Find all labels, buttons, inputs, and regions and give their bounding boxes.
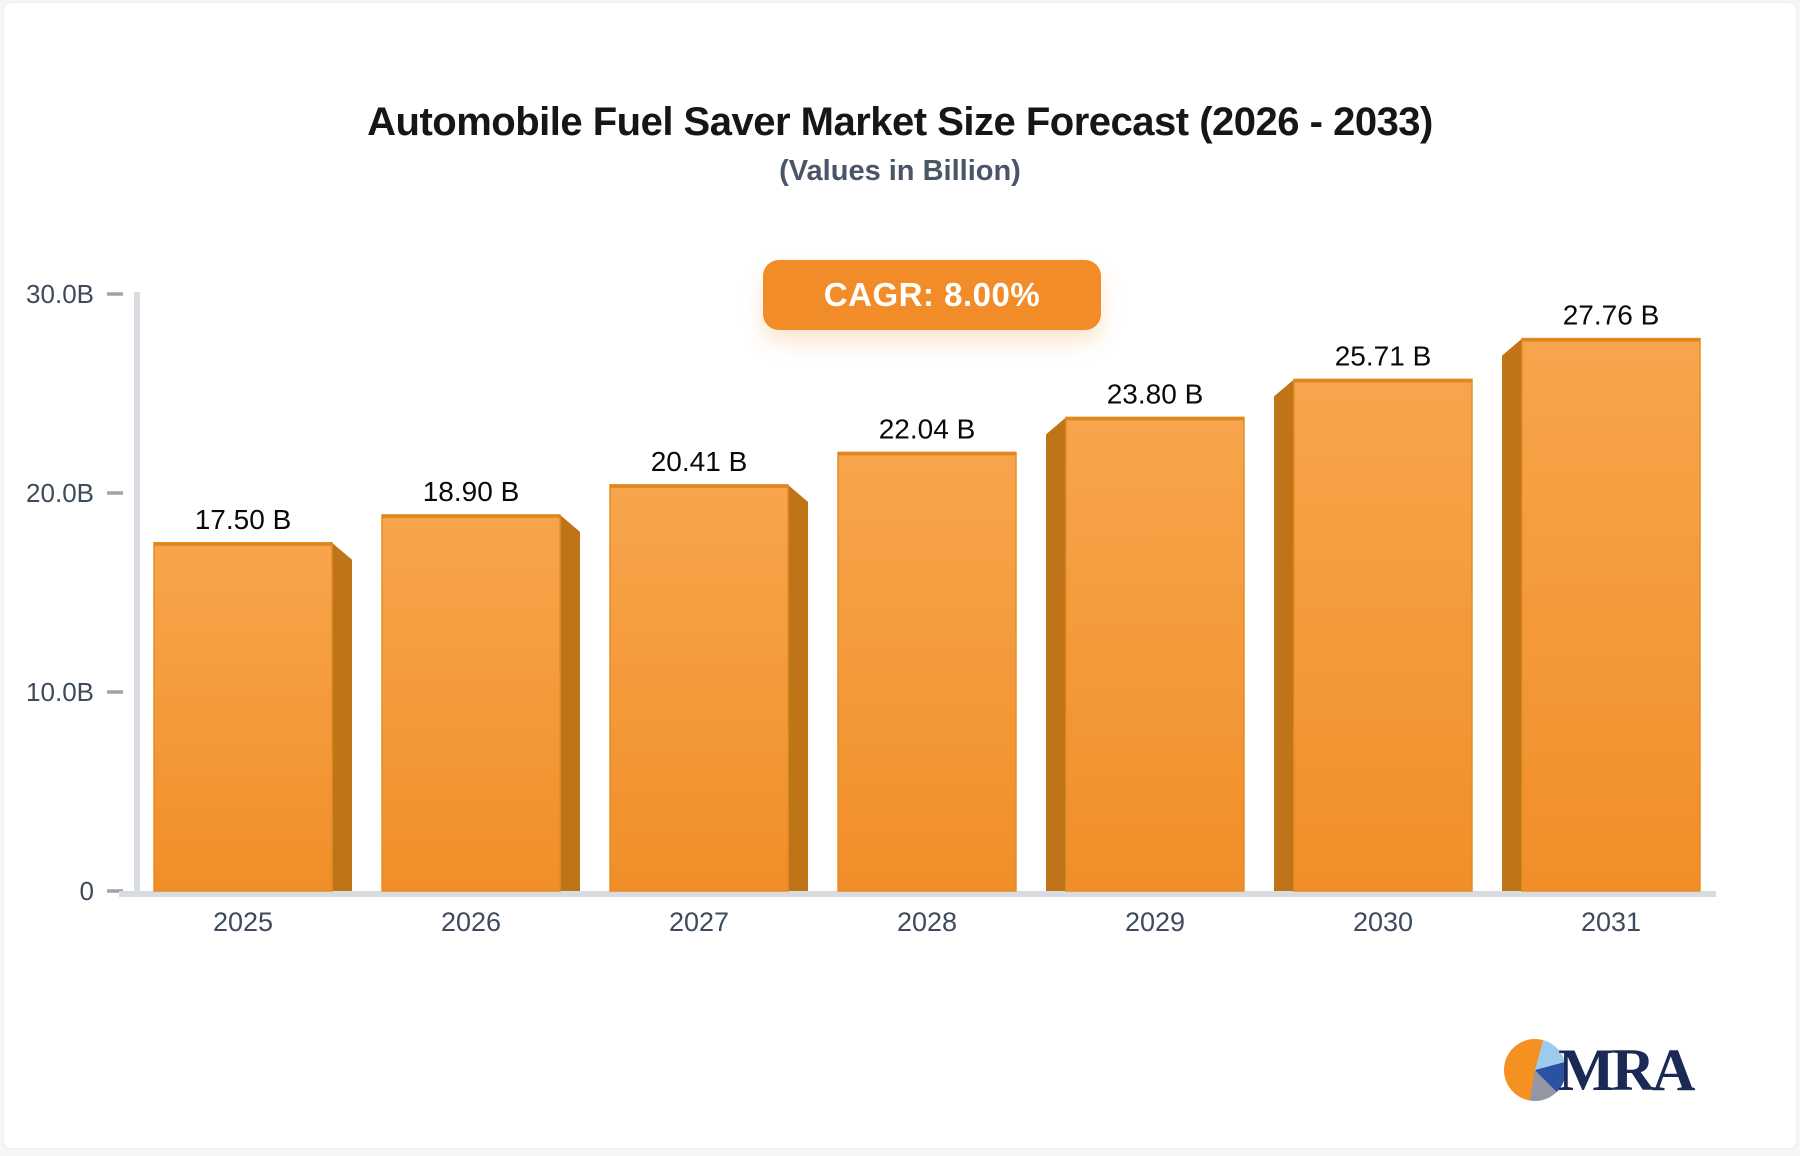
y-axis-label: 30.0B [26, 279, 94, 309]
bar-value-label: 20.41 B [651, 446, 748, 477]
chart-card: Automobile Fuel Saver Market Size Foreca… [3, 2, 1797, 1149]
x-axis-label: 2025 [213, 907, 273, 937]
bar-side-face [332, 542, 352, 891]
bar-2026: 18.90 B 2026 [381, 476, 580, 937]
bar-front-face [153, 542, 333, 892]
bar-chart: 0 10.0B 20.0B 30.0B 17.50 B 2025 18.90 B 2026 20… [26, 279, 1716, 937]
bar-2025: 17.50 B 2025 [153, 504, 352, 937]
y-axis-label: 10.0B [26, 677, 94, 707]
bar-front-face [609, 484, 789, 892]
bar-side-face [560, 514, 580, 891]
x-axis-label: 2028 [897, 907, 957, 937]
bar-value-label: 18.90 B [423, 476, 520, 507]
x-axis-label: 2027 [669, 907, 729, 937]
bar-value-label: 23.80 B [1107, 378, 1204, 409]
pie-chart-logo-icon [1504, 1039, 1566, 1101]
bar-value-label: 25.71 B [1335, 340, 1432, 371]
bar-front-face [1521, 337, 1701, 892]
x-axis-label: 2029 [1125, 907, 1185, 937]
logo-text: MRA [1558, 1037, 1695, 1103]
x-axis-label: 2026 [441, 907, 501, 937]
bar-value-label: 27.76 B [1563, 300, 1660, 331]
x-axis-label: 2031 [1581, 907, 1641, 937]
bar-2027: 20.41 B 2027 [609, 446, 808, 937]
bar-side-face [788, 484, 808, 891]
y-axis-label: 20.0B [26, 478, 94, 508]
bar-side-face [1274, 379, 1294, 891]
cagr-badge: CAGR: 8.00% [763, 260, 1101, 330]
bar-2031: 27.76 B 2031 [1502, 300, 1701, 937]
bar-front-face [1293, 378, 1473, 892]
cagr-badge-label: CAGR: 8.00% [823, 276, 1041, 313]
bar-2028: 22.04 B 2028 [837, 413, 1017, 937]
bar-value-label: 22.04 B [879, 413, 976, 444]
y-axis-label: 0 [80, 876, 94, 906]
bar-side-face [1502, 338, 1522, 891]
bar-front-face [837, 451, 1017, 892]
x-axis-label: 2030 [1353, 907, 1413, 937]
bar-side-face [1046, 417, 1066, 891]
bar-2030: 25.71 B 2030 [1274, 340, 1473, 937]
bar-front-face [381, 514, 561, 892]
bar-front-face [1065, 416, 1245, 892]
bar-value-label: 17.50 B [195, 504, 292, 535]
mra-logo: MRA [1504, 1037, 1695, 1103]
bar-2029: 23.80 B 2029 [1046, 378, 1245, 937]
